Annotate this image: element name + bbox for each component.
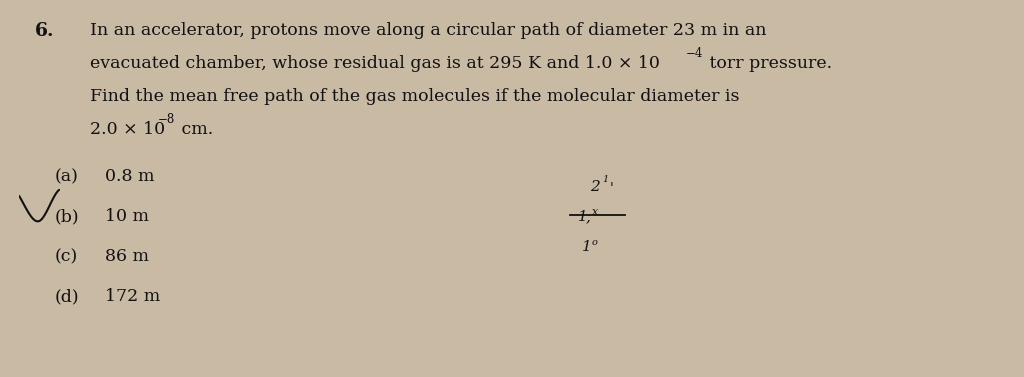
- Text: 172 m: 172 m: [105, 288, 160, 305]
- Text: torr pressure.: torr pressure.: [705, 55, 833, 72]
- Text: 2.0 × 10: 2.0 × 10: [90, 121, 165, 138]
- Text: (a): (a): [55, 168, 79, 185]
- Text: (b): (b): [55, 208, 80, 225]
- Text: (d): (d): [55, 288, 80, 305]
- Text: In an accelerator, protons move along a circular path of diameter 23 m in an: In an accelerator, protons move along a …: [90, 22, 767, 39]
- Text: 0.8 m: 0.8 m: [105, 168, 155, 185]
- Text: 2: 2: [590, 180, 600, 194]
- Text: o: o: [592, 238, 598, 247]
- Text: Find the mean free path of the gas molecules if the molecular diameter is: Find the mean free path of the gas molec…: [90, 88, 739, 105]
- Text: x: x: [592, 207, 598, 217]
- Text: 6.: 6.: [35, 22, 54, 40]
- Text: 86 m: 86 m: [105, 248, 150, 265]
- Text: ': ': [610, 182, 613, 196]
- Text: 1: 1: [578, 210, 588, 224]
- Text: 1: 1: [582, 240, 592, 254]
- Text: 1: 1: [602, 175, 608, 184]
- Text: cm.: cm.: [176, 121, 213, 138]
- Text: (c): (c): [55, 248, 78, 265]
- Text: ,: ,: [586, 210, 591, 224]
- Text: −4: −4: [686, 47, 703, 60]
- Text: evacuated chamber, whose residual gas is at 295 K and 1.0 × 10: evacuated chamber, whose residual gas is…: [90, 55, 659, 72]
- Text: 10 m: 10 m: [105, 208, 150, 225]
- Text: −8: −8: [158, 113, 175, 126]
